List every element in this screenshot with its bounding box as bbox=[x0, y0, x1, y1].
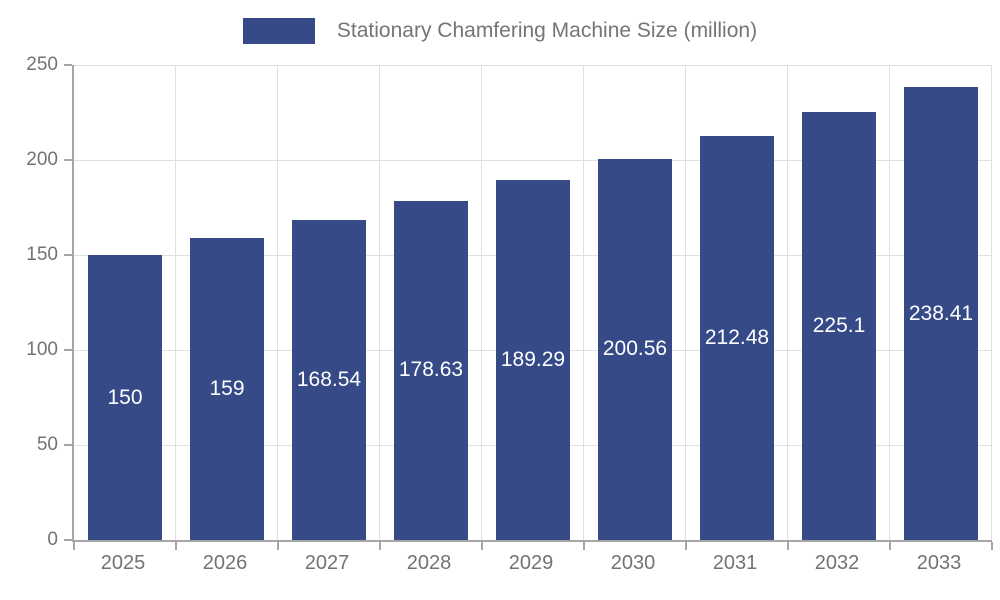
v-gridline bbox=[481, 65, 482, 540]
bar-value-label: 238.41 bbox=[908, 301, 974, 325]
bar-value-label: 212.48 bbox=[704, 326, 770, 350]
x-axis-tick bbox=[379, 542, 381, 550]
y-axis-tick bbox=[64, 64, 72, 66]
x-axis-tick bbox=[787, 542, 789, 550]
y-axis-tick-label: 200 bbox=[26, 149, 58, 170]
x-axis-tick-label: 2026 bbox=[202, 552, 248, 574]
y-axis-tick-label: 0 bbox=[47, 529, 58, 550]
y-axis-tick bbox=[64, 159, 72, 161]
h-gridline bbox=[74, 160, 992, 161]
bar-value-label: 225.1 bbox=[812, 314, 866, 338]
legend-label: Stationary Chamfering Machine Size (mill… bbox=[336, 19, 758, 42]
x-axis-tick bbox=[889, 542, 891, 550]
x-axis-tick-label: 2027 bbox=[304, 552, 350, 574]
bar-2026: 159 bbox=[190, 237, 264, 540]
h-gridline bbox=[74, 65, 992, 66]
bar-2033: 238.41 bbox=[904, 87, 978, 540]
x-axis-tick bbox=[685, 542, 687, 550]
bar-value-label: 168.54 bbox=[296, 367, 362, 391]
x-axis-tick-label: 2033 bbox=[916, 552, 962, 574]
bar-value-label: 159 bbox=[209, 376, 245, 400]
bar-value-label: 200.56 bbox=[602, 337, 668, 361]
bar-value-label: 150 bbox=[107, 385, 143, 409]
y-axis-tick bbox=[64, 539, 72, 541]
y-axis-tick-label: 100 bbox=[26, 339, 58, 360]
x-axis-tick bbox=[583, 542, 585, 550]
bar-2032: 225.1 bbox=[802, 112, 876, 540]
x-axis-tick-label: 2030 bbox=[610, 552, 656, 574]
bar-2025: 150 bbox=[88, 255, 162, 540]
x-axis-tick bbox=[175, 542, 177, 550]
v-gridline bbox=[889, 65, 890, 540]
y-axis-tick bbox=[64, 349, 72, 351]
v-gridline bbox=[787, 65, 788, 540]
plot-area: 150 159 168.54 178.63 189.29 200.56 212.48 225.… bbox=[64, 64, 993, 550]
bar-2030: 200.56 bbox=[598, 158, 672, 540]
v-gridline bbox=[991, 65, 992, 540]
x-axis-tick-label: 2031 bbox=[712, 552, 758, 574]
legend-swatch bbox=[242, 18, 315, 44]
y-axis-tick-label: 250 bbox=[26, 54, 58, 75]
v-gridline bbox=[685, 65, 686, 540]
legend[interactable]: Stationary Chamfering Machine Size (mill… bbox=[0, 18, 1000, 44]
x-axis-tick bbox=[73, 542, 75, 550]
bar-2031: 212.48 bbox=[700, 136, 774, 540]
y-axis-tick-label: 50 bbox=[36, 434, 58, 455]
y-axis-tick bbox=[64, 444, 72, 446]
v-gridline bbox=[583, 65, 584, 540]
bar-2029: 189.29 bbox=[496, 180, 570, 540]
y-axis-tick-label: 150 bbox=[26, 244, 58, 265]
bar-value-label: 189.29 bbox=[500, 348, 566, 372]
v-gridline bbox=[379, 65, 380, 540]
x-axis-tick-label: 2025 bbox=[100, 552, 146, 574]
x-axis-tick-label: 2028 bbox=[406, 552, 452, 574]
x-axis-tick bbox=[277, 542, 279, 550]
x-axis-tick-label: 2032 bbox=[814, 552, 860, 574]
bar-value-label: 178.63 bbox=[398, 358, 464, 382]
y-axis-tick bbox=[64, 254, 72, 256]
x-axis-tick-label: 2029 bbox=[508, 552, 554, 574]
bar-2028: 178.63 bbox=[394, 200, 468, 540]
v-gridline bbox=[277, 65, 278, 540]
bar-2027: 168.54 bbox=[292, 219, 366, 540]
x-axis-tick bbox=[991, 542, 993, 550]
v-gridline bbox=[175, 65, 176, 540]
x-axis-tick bbox=[481, 542, 483, 550]
